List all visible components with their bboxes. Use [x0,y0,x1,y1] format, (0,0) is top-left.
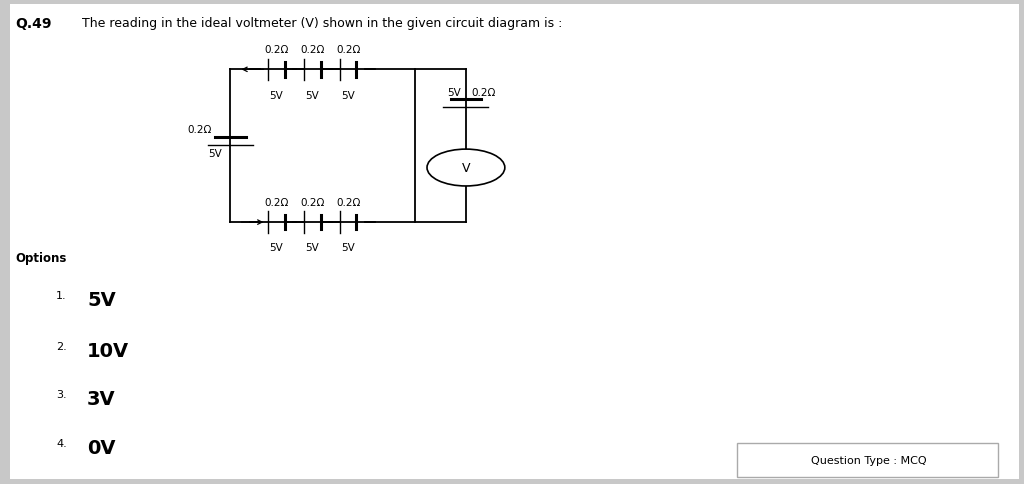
Text: 5V: 5V [269,243,284,253]
Text: 0.2Ω: 0.2Ω [471,88,496,98]
Text: Q.49: Q.49 [15,17,52,31]
Text: 3V: 3V [87,390,116,408]
Text: Options: Options [15,252,67,265]
Text: 5V: 5V [269,91,284,101]
Text: 0.2Ω: 0.2Ω [336,45,360,55]
Text: 4.: 4. [56,438,67,448]
Text: Question Type : MCQ: Question Type : MCQ [811,455,926,465]
Text: 5V: 5V [209,149,222,159]
Text: 2.: 2. [56,341,67,351]
Text: 5V: 5V [305,243,319,253]
Circle shape [427,150,505,187]
Text: 1.: 1. [56,290,67,301]
Text: 0.2Ω: 0.2Ω [336,197,360,207]
Text: 5V: 5V [305,91,319,101]
Text: 0.2Ω: 0.2Ω [264,45,289,55]
FancyBboxPatch shape [737,443,998,477]
Text: V: V [462,162,470,175]
Text: 5V: 5V [341,243,355,253]
Text: 0.2Ω: 0.2Ω [300,197,325,207]
Text: 5V: 5V [341,91,355,101]
Text: 10V: 10V [87,341,129,360]
Text: The reading in the ideal voltmeter (V) shown in the given circuit diagram is :: The reading in the ideal voltmeter (V) s… [82,17,562,30]
Text: 5V: 5V [87,290,116,309]
Text: 5V: 5V [447,88,461,98]
Text: 0.2Ω: 0.2Ω [264,197,289,207]
Text: 0.2Ω: 0.2Ω [300,45,325,55]
Text: 0V: 0V [87,438,116,457]
Text: 0.2Ω: 0.2Ω [187,124,212,135]
Text: 3.: 3. [56,390,67,400]
